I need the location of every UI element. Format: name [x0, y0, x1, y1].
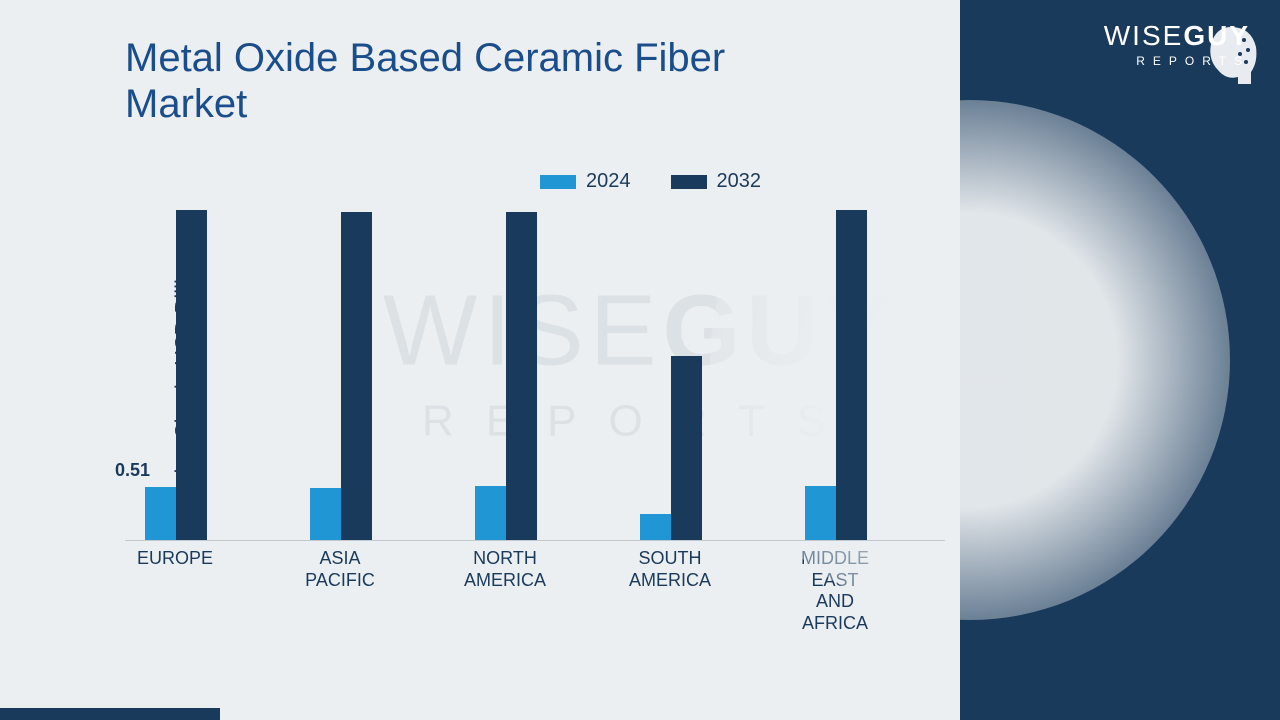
- xlabel: NORTHAMERICA: [435, 548, 575, 591]
- chart-area: 0.51: [125, 210, 945, 540]
- bar-series1: [145, 487, 176, 540]
- bar-group: [475, 212, 537, 540]
- bar-series2: [836, 210, 867, 540]
- xlabel: SOUTHAMERICA: [600, 548, 740, 591]
- chart-title: Metal Oxide Based Ceramic Fiber Market: [125, 35, 805, 127]
- bar-series1: [805, 486, 836, 540]
- legend-item-2032: 2032: [671, 170, 762, 193]
- value-label: 0.51: [115, 460, 150, 481]
- legend-swatch-2032: [671, 175, 707, 189]
- xlabel: ASIAPACIFIC: [270, 548, 410, 591]
- legend-item-2024: 2024: [540, 170, 631, 193]
- logo-head-icon: [1196, 22, 1266, 92]
- legend-label-2032: 2032: [717, 170, 762, 193]
- bar-series2: [671, 356, 702, 540]
- logo-brand1: WISE: [1104, 20, 1184, 51]
- baseline: [125, 540, 945, 541]
- bottom-accent: [0, 708, 220, 720]
- bar-group: [145, 210, 207, 540]
- xlabel: EUROPE: [105, 548, 245, 570]
- legend-label-2024: 2024: [586, 170, 631, 193]
- bar-series1: [640, 514, 671, 540]
- bar-series2: [341, 212, 372, 540]
- bar-group: [805, 210, 867, 540]
- bar-series2: [176, 210, 207, 540]
- legend-swatch-2024: [540, 175, 576, 189]
- legend: 2024 2032: [540, 170, 761, 193]
- bar-series1: [310, 488, 341, 540]
- bar-group: [310, 212, 372, 540]
- bar-group: [640, 356, 702, 540]
- bar-series1: [475, 486, 506, 540]
- bar-series2: [506, 212, 537, 540]
